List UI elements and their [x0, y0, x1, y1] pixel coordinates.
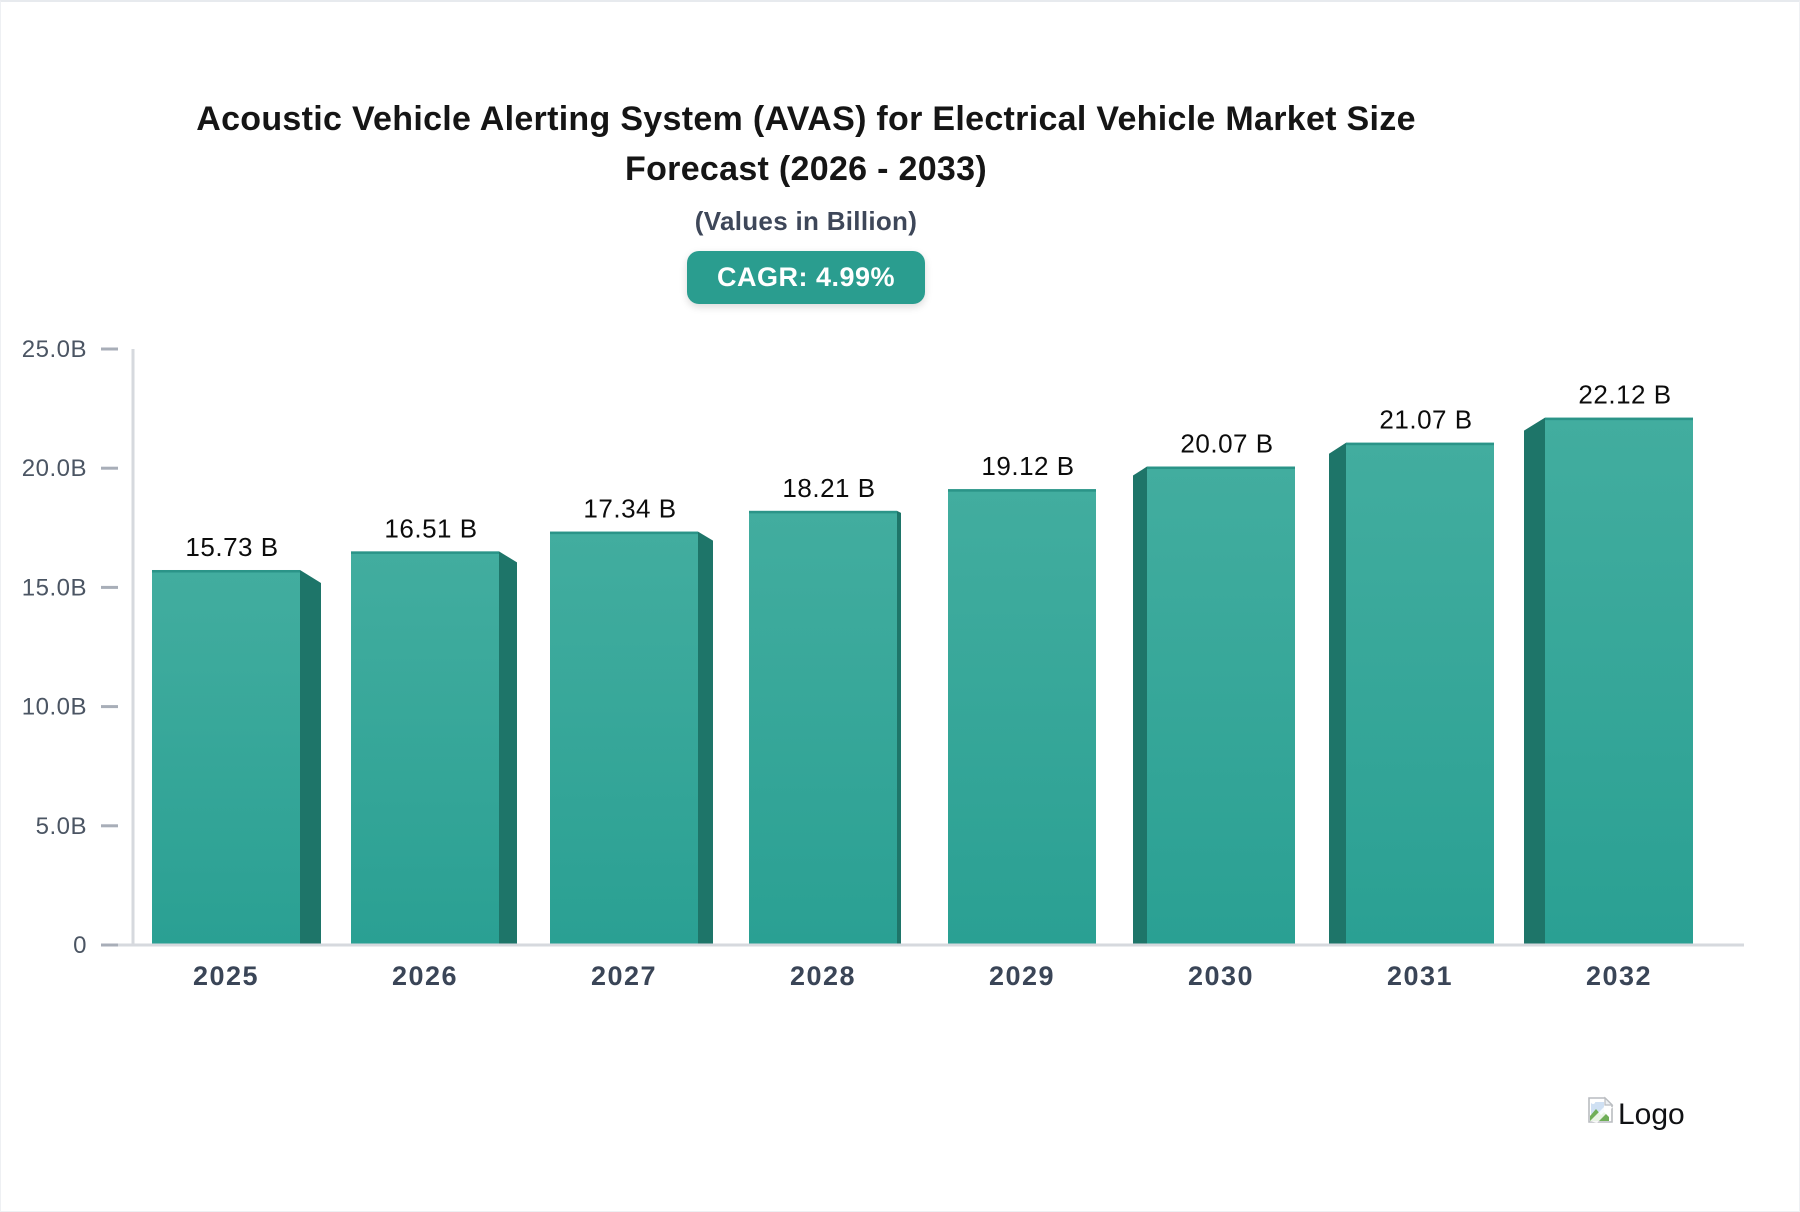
bar-value-label: 19.12 B	[981, 451, 1074, 481]
bar-side-3d	[1133, 466, 1147, 945]
x-tick-label: 2026	[392, 961, 458, 991]
x-tick-label: 2029	[989, 961, 1055, 991]
x-tick-label: 2025	[193, 961, 259, 991]
chart-subtitle: (Values in Billion)	[694, 206, 918, 236]
y-tick-label: 20.0B	[22, 455, 87, 482]
bar-value-label: 16.51 B	[384, 513, 477, 543]
bar-side-3d	[1524, 417, 1545, 946]
y-axis-line	[131, 349, 135, 945]
y-tick-mark	[101, 466, 118, 470]
chart-header: Acoustic Vehicle Alerting System (AVAS) …	[1, 94, 1611, 304]
broken-image-icon	[1586, 1095, 1616, 1130]
logo: Logo	[1586, 1095, 1685, 1130]
y-tick-mark	[101, 705, 118, 709]
bar-side-3d	[499, 551, 517, 945]
y-tick-label: 10.0B	[22, 694, 87, 721]
chart-title: Acoustic Vehicle Alerting System (AVAS) …	[1, 94, 1611, 194]
bar-top-edge	[749, 510, 897, 514]
y-tick-mark	[101, 824, 118, 828]
x-tick-label: 2032	[1586, 961, 1652, 991]
y-tick-mark	[101, 585, 118, 589]
bar-2028	[749, 510, 897, 945]
chart-title-line2: Forecast (2026 - 2033)	[625, 150, 987, 188]
bar-value-label: 22.12 B	[1578, 380, 1671, 410]
bar-top-edge	[1346, 442, 1494, 446]
bar-2029	[948, 489, 1096, 945]
x-tick-label: 2031	[1387, 961, 1453, 991]
y-tick-label: 15.0B	[22, 574, 87, 601]
cagr-badge: CAGR: 4.99%	[686, 251, 926, 304]
bar-2026	[351, 551, 499, 945]
bar-side-3d	[300, 569, 321, 945]
bar-top-edge	[550, 531, 698, 535]
bar-value-label: 17.34 B	[583, 494, 676, 524]
bar-side-3d	[1329, 442, 1346, 945]
bar-top-edge	[948, 489, 1096, 492]
bar-value-label: 18.21 B	[782, 473, 875, 503]
bar-top-edge	[1147, 466, 1295, 470]
y-tick-mark	[101, 943, 118, 947]
bar-2027	[550, 531, 698, 945]
y-tick-label: 25.0B	[22, 336, 87, 363]
y-tick-mark	[101, 347, 118, 351]
bar-top-edge	[1545, 417, 1693, 421]
x-axis-line	[118, 943, 1744, 947]
bar-top-edge	[351, 551, 499, 554]
y-tick-label: 5.0B	[36, 813, 87, 840]
bar-top-edge	[152, 569, 300, 573]
bar-2032	[1545, 417, 1693, 946]
bar-value-label: 21.07 B	[1379, 405, 1472, 435]
bar-value-label: 15.73 B	[185, 532, 278, 562]
x-tick-label: 2027	[591, 961, 657, 991]
bar-side-3d	[897, 510, 901, 945]
y-tick-label: 0	[73, 932, 87, 959]
chart-title-line1: Acoustic Vehicle Alerting System (AVAS) …	[196, 100, 1416, 138]
bar-value-label: 20.07 B	[1180, 429, 1273, 459]
bar-side-3d	[698, 531, 713, 945]
logo-alt-text: Logo	[1618, 1098, 1685, 1131]
bar-2031	[1346, 442, 1494, 945]
bar-2025	[152, 569, 300, 945]
x-tick-label: 2028	[790, 961, 856, 991]
bar-2030	[1147, 466, 1295, 945]
x-tick-label: 2030	[1188, 961, 1254, 991]
